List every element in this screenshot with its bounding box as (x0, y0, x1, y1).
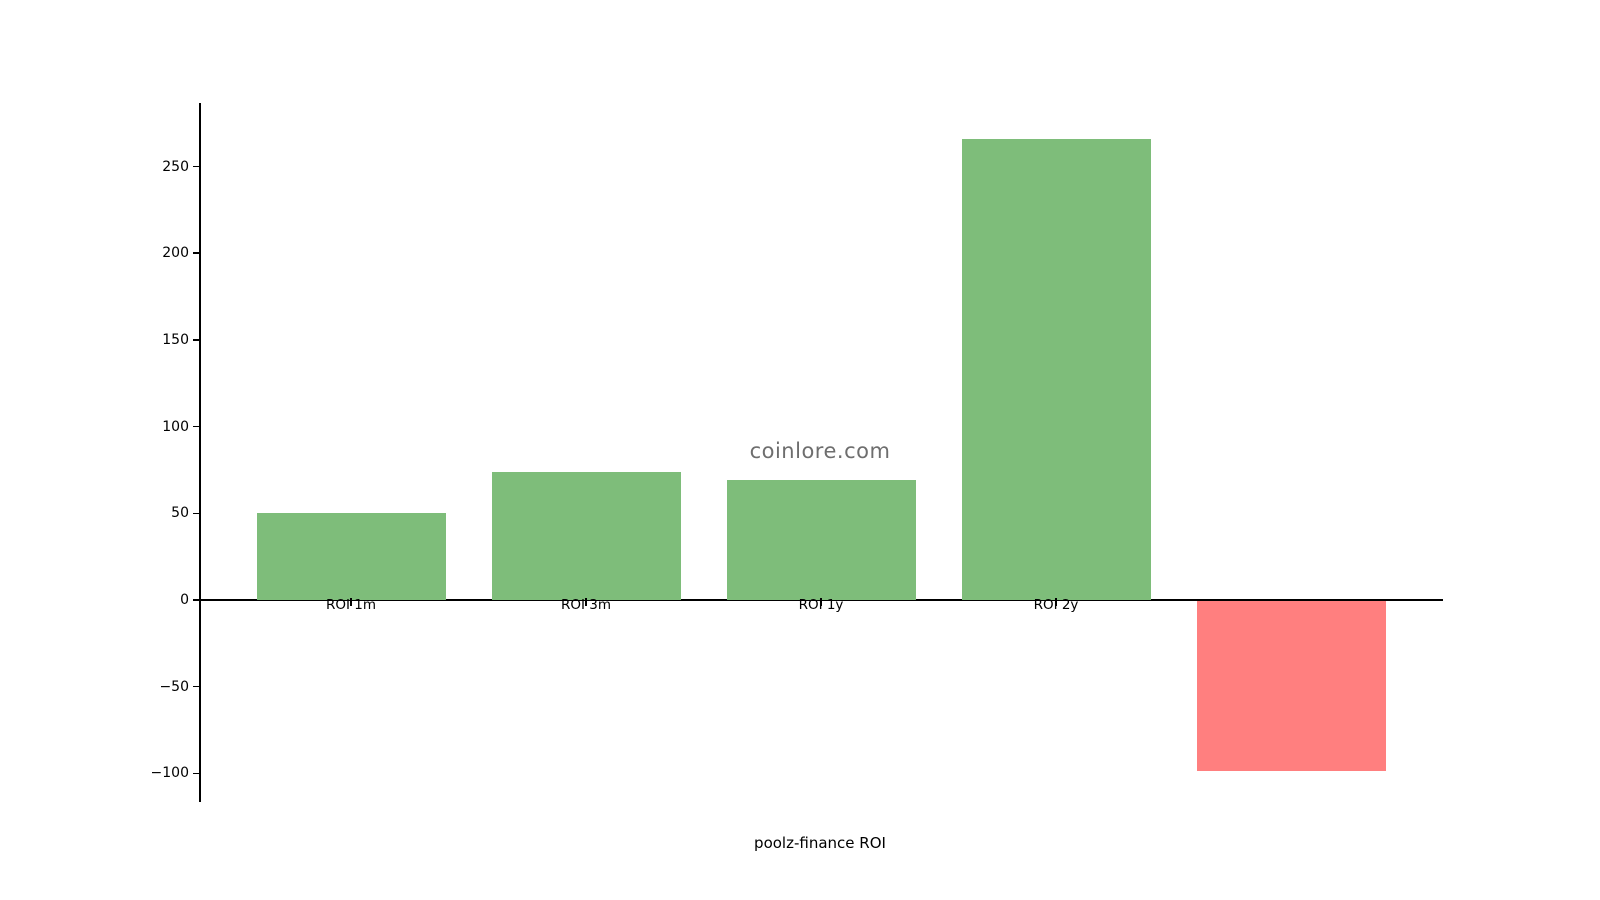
y-tick-label: −100 (150, 765, 189, 782)
y-tick-label: 150 (162, 331, 189, 348)
y-tick-label: 250 (162, 158, 189, 175)
y-tick-mark (193, 512, 200, 515)
y-tick-mark (193, 772, 200, 775)
x-tick-mark (350, 598, 352, 606)
y-tick-mark (193, 339, 200, 341)
y-tick-label: 50 (171, 505, 189, 522)
chart-title: poolz-finance ROI (754, 834, 886, 852)
y-tick-label: 0 (180, 592, 189, 608)
y-axis (199, 103, 201, 802)
x-tick-mark (585, 598, 587, 606)
y-tick-label: −50 (159, 678, 189, 695)
x-tick-label-roi-2y: ROI 2y (1033, 597, 1079, 613)
bar-roi-3m (491, 471, 681, 600)
y-tick-mark (193, 252, 200, 254)
x-tick-mark (820, 598, 822, 606)
x-tick-mark (1055, 598, 1057, 606)
x-tick-label-roi-3m: ROI 3m (560, 597, 612, 613)
bar-roi-1y (726, 480, 916, 600)
x-tick-label-roi-1m: ROI 1m (325, 597, 377, 613)
y-tick-mark (193, 599, 200, 601)
y-tick-label: 100 (162, 418, 189, 435)
bar-unlabeled (1196, 600, 1386, 771)
bar-roi-2y (961, 138, 1151, 600)
y-tick-label: 200 (162, 245, 189, 262)
y-tick-mark (193, 425, 200, 428)
x-tick-label-roi-1y: ROI 1y (798, 597, 844, 613)
watermark: coinlore.com (749, 439, 891, 463)
bar-roi-1m (256, 513, 446, 600)
y-tick-mark (193, 685, 200, 688)
y-tick-mark (193, 165, 200, 168)
